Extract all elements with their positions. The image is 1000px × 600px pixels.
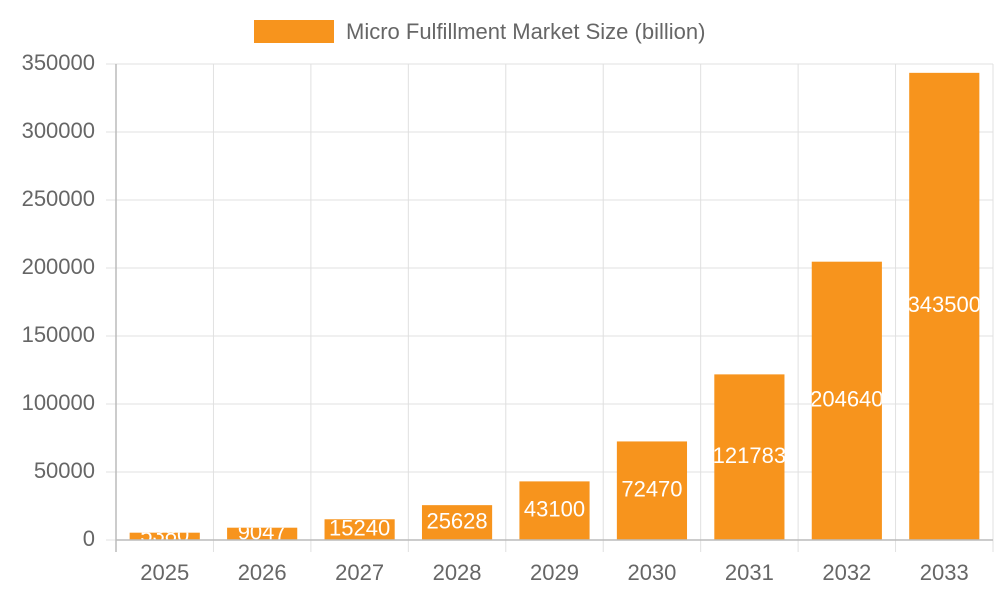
y-tick-label: 150000 <box>22 322 95 347</box>
value-label: 72470 <box>621 477 682 502</box>
value-label: 15240 <box>329 515 390 540</box>
x-tick-label: 2026 <box>238 560 287 585</box>
value-label: 343500 <box>908 292 981 317</box>
value-label: 43100 <box>524 497 585 522</box>
x-tick-label: 2029 <box>530 560 579 585</box>
legend-label: Micro Fulfillment Market Size (billion) <box>346 19 705 44</box>
bar <box>811 261 882 540</box>
y-tick-label: 50000 <box>34 458 95 483</box>
bar <box>616 441 688 540</box>
y-tick-label: 350000 <box>22 50 95 75</box>
legend-swatch <box>254 20 334 43</box>
bar <box>421 505 493 540</box>
x-tick-label: 2031 <box>725 560 774 585</box>
bar <box>227 527 298 540</box>
x-tick-label: 2032 <box>822 560 871 585</box>
y-tick-label: 300000 <box>22 118 95 143</box>
y-tick-label: 0 <box>83 526 95 551</box>
value-label: 204640 <box>810 387 883 412</box>
x-tick-label: 2028 <box>433 560 482 585</box>
x-tick-label: 2033 <box>920 560 969 585</box>
value-label: 9047 <box>238 520 287 545</box>
bar <box>909 72 980 540</box>
x-tick-label: 2027 <box>335 560 384 585</box>
value-label: 25628 <box>426 508 487 533</box>
x-tick-label: 2025 <box>140 560 189 585</box>
value-label: 121783 <box>713 443 786 468</box>
bar <box>324 519 395 540</box>
y-tick-label: 200000 <box>22 254 95 279</box>
y-tick-label: 100000 <box>22 390 95 415</box>
value-label: 5380 <box>140 522 189 547</box>
bar <box>129 532 200 540</box>
bar <box>714 374 785 540</box>
x-tick-label: 2030 <box>627 560 676 585</box>
bar <box>519 481 590 540</box>
y-tick-label: 250000 <box>22 186 95 211</box>
